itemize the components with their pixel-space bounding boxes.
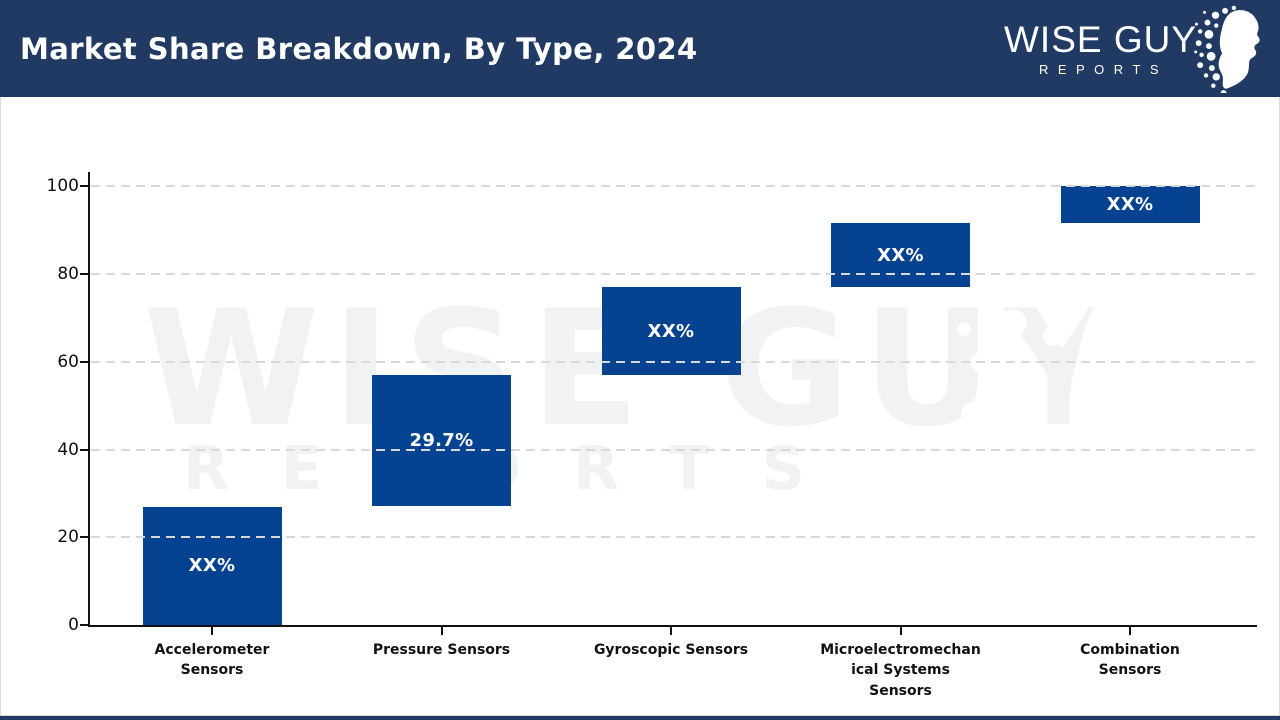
grid-line	[91, 273, 1257, 276]
x-category-label: Accelerometer Sensors	[154, 642, 270, 679]
grid-line	[91, 448, 1257, 451]
chart-canvas: WISE GUY REPORTS 0 20 40 60 80 100 XX% Accelero…	[0, 97, 1280, 716]
y-tick-mark	[80, 185, 89, 188]
x-tick-mark	[440, 627, 443, 635]
bar-value-label: XX%	[877, 244, 924, 266]
y-tick-label: 80	[57, 264, 79, 285]
y-tick-mark	[80, 448, 89, 451]
y-axis-line	[88, 172, 90, 627]
bar-segment: XX%	[142, 506, 282, 625]
x-tick-mark	[899, 627, 902, 635]
bar-value-label: XX%	[1106, 194, 1154, 216]
y-tick-label: 60	[57, 351, 79, 372]
grid-line	[91, 536, 1257, 539]
x-category-label: Combination Sensors	[1080, 642, 1180, 679]
y-tick-label: 100	[46, 176, 79, 197]
x-tick-mark	[670, 627, 672, 635]
grid-line	[91, 185, 1257, 188]
footer-accent-strip	[0, 716, 1280, 720]
bar-segment: XX%	[1060, 186, 1200, 224]
y-tick-label: 40	[57, 439, 79, 460]
brand-subtitle: REPORTS	[1038, 62, 1169, 77]
page-title: Market Share Breakdown, By Type, 2024	[20, 31, 698, 66]
brand-logo: WISE GUY REPORTS	[1004, 4, 1266, 94]
plot-area: 0 20 40 60 80 100 XX% Accelerometer Sensors 29.7…	[1, 97, 1279, 715]
brand-name: WISE GUY	[1004, 19, 1198, 60]
x-tick-mark	[211, 627, 213, 635]
y-tick-mark	[80, 536, 89, 539]
x-tick-mark	[1129, 627, 1131, 635]
y-tick-label: 20	[57, 527, 79, 548]
brand-wordmark: WISE GUY REPORTS	[1004, 21, 1197, 77]
y-tick-mark	[80, 273, 89, 276]
x-category-label: Microelectromechan ical Systems Sensors	[820, 642, 981, 699]
y-tick-mark	[80, 360, 89, 363]
bar-value-label: XX%	[188, 555, 236, 577]
y-tick-mark	[80, 624, 89, 626]
bar-value-label: XX%	[647, 320, 695, 342]
bar-segment: 29.7%	[372, 375, 511, 506]
x-category-label: Gyroscopic Sensors	[593, 642, 749, 658]
face-profile-logo-icon	[1194, 5, 1260, 93]
bar-segment: XX%	[831, 223, 970, 288]
x-category-label: Pressure Sensors	[372, 642, 511, 658]
grid-line	[91, 360, 1257, 363]
bar-value-label: 29.7%	[409, 430, 474, 452]
bar-segment: XX%	[601, 287, 741, 376]
header-band: Market Share Breakdown, By Type, 2024 WI…	[0, 0, 1280, 97]
x-axis-line	[88, 625, 1257, 627]
y-tick-label: 0	[68, 615, 79, 635]
